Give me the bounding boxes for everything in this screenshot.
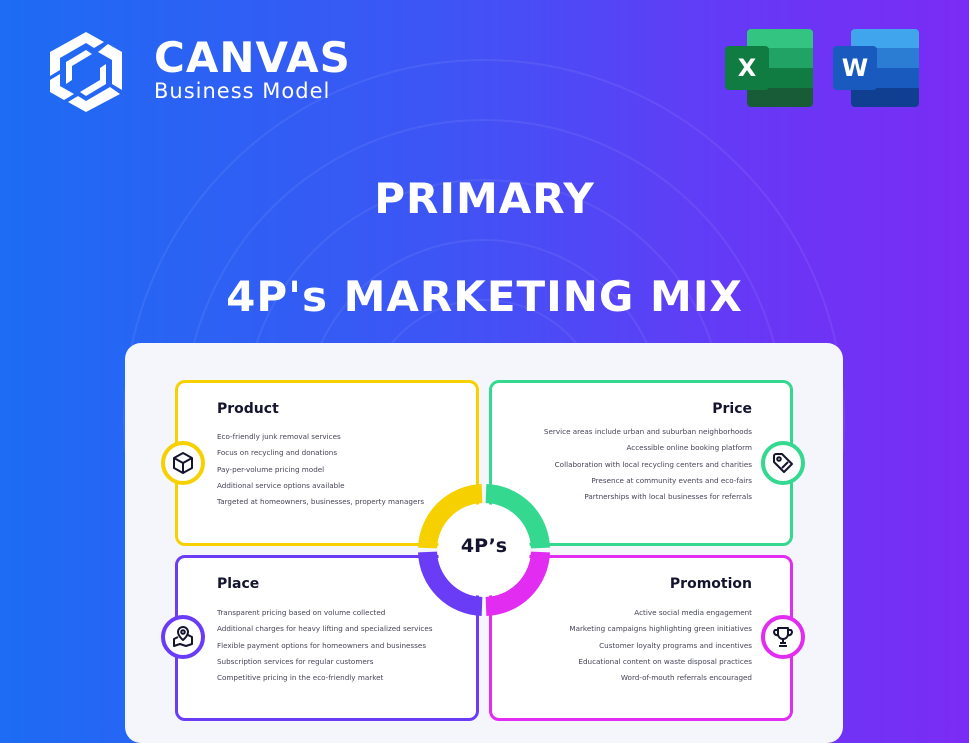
list-item: Collaboration with local recycling cente… bbox=[554, 459, 752, 469]
heading-line-1: PRIMARY bbox=[374, 174, 595, 223]
list-item: Targeted at homeowners, businesses, prop… bbox=[217, 497, 425, 507]
brand-subtitle: Business Model bbox=[154, 79, 331, 103]
card-title: Promotion bbox=[669, 576, 752, 592]
excel-icon[interactable]: X bbox=[725, 29, 813, 107]
list-item: Active social media engagement bbox=[634, 608, 752, 617]
list-item: Focus on recycling and donations bbox=[217, 448, 338, 458]
list-item: Service areas include urban and suburban… bbox=[543, 427, 752, 436]
list-item: Subscription services for regular custom… bbox=[217, 656, 374, 666]
ring-segment-product bbox=[418, 484, 483, 549]
list-item: Presence at community events and eco-fai… bbox=[591, 475, 752, 485]
list-item: Additional service options available bbox=[217, 480, 345, 490]
heading-line-2: 4P's MARKETING MIX bbox=[226, 272, 743, 321]
center-label: 4P’s bbox=[460, 535, 508, 557]
card-title: Product bbox=[217, 401, 279, 417]
brand-name: CANVAS bbox=[154, 33, 351, 82]
map-pin-icon bbox=[161, 615, 205, 659]
trophy-icon bbox=[761, 615, 805, 659]
list-item: Partnerships with local businesses for r… bbox=[584, 492, 752, 502]
price-tag-icon bbox=[761, 441, 805, 485]
ring-segment-place bbox=[418, 551, 483, 616]
list-item: Marketing campaigns highlighting green i… bbox=[569, 624, 752, 634]
list-item: Customer loyalty programs and incentives bbox=[599, 640, 752, 650]
list-item: Accessible online booking platform bbox=[626, 443, 752, 453]
word-icon[interactable]: W bbox=[833, 29, 921, 107]
card-title: Price bbox=[712, 401, 752, 417]
canvas-logo-icon bbox=[50, 32, 122, 112]
card-title: Place bbox=[217, 576, 260, 592]
list-item: Competitive pricing in the eco-friendly … bbox=[217, 673, 384, 683]
card-promotion: Promotion Active social media engagement… bbox=[489, 555, 793, 721]
list-item: Pay-per-volume pricing model bbox=[217, 464, 325, 474]
four-ps-ring bbox=[418, 484, 550, 616]
list-item: Additional charges for heavy lifting and… bbox=[217, 624, 433, 634]
list-item: Transparent pricing based on volume coll… bbox=[217, 608, 386, 617]
list-item: Word-of-mouth referrals encouraged bbox=[620, 673, 752, 683]
brand: CANVAS Business Model bbox=[154, 33, 351, 103]
list-item: Eco-friendly junk removal services bbox=[217, 432, 341, 441]
list-item: Educational content on waste disposal pr… bbox=[578, 656, 752, 666]
ring-segment-promotion bbox=[485, 551, 550, 616]
list-item: Flexible payment options for homeowners … bbox=[217, 640, 427, 650]
box-icon bbox=[161, 441, 205, 485]
ring-segment-price bbox=[485, 484, 550, 549]
